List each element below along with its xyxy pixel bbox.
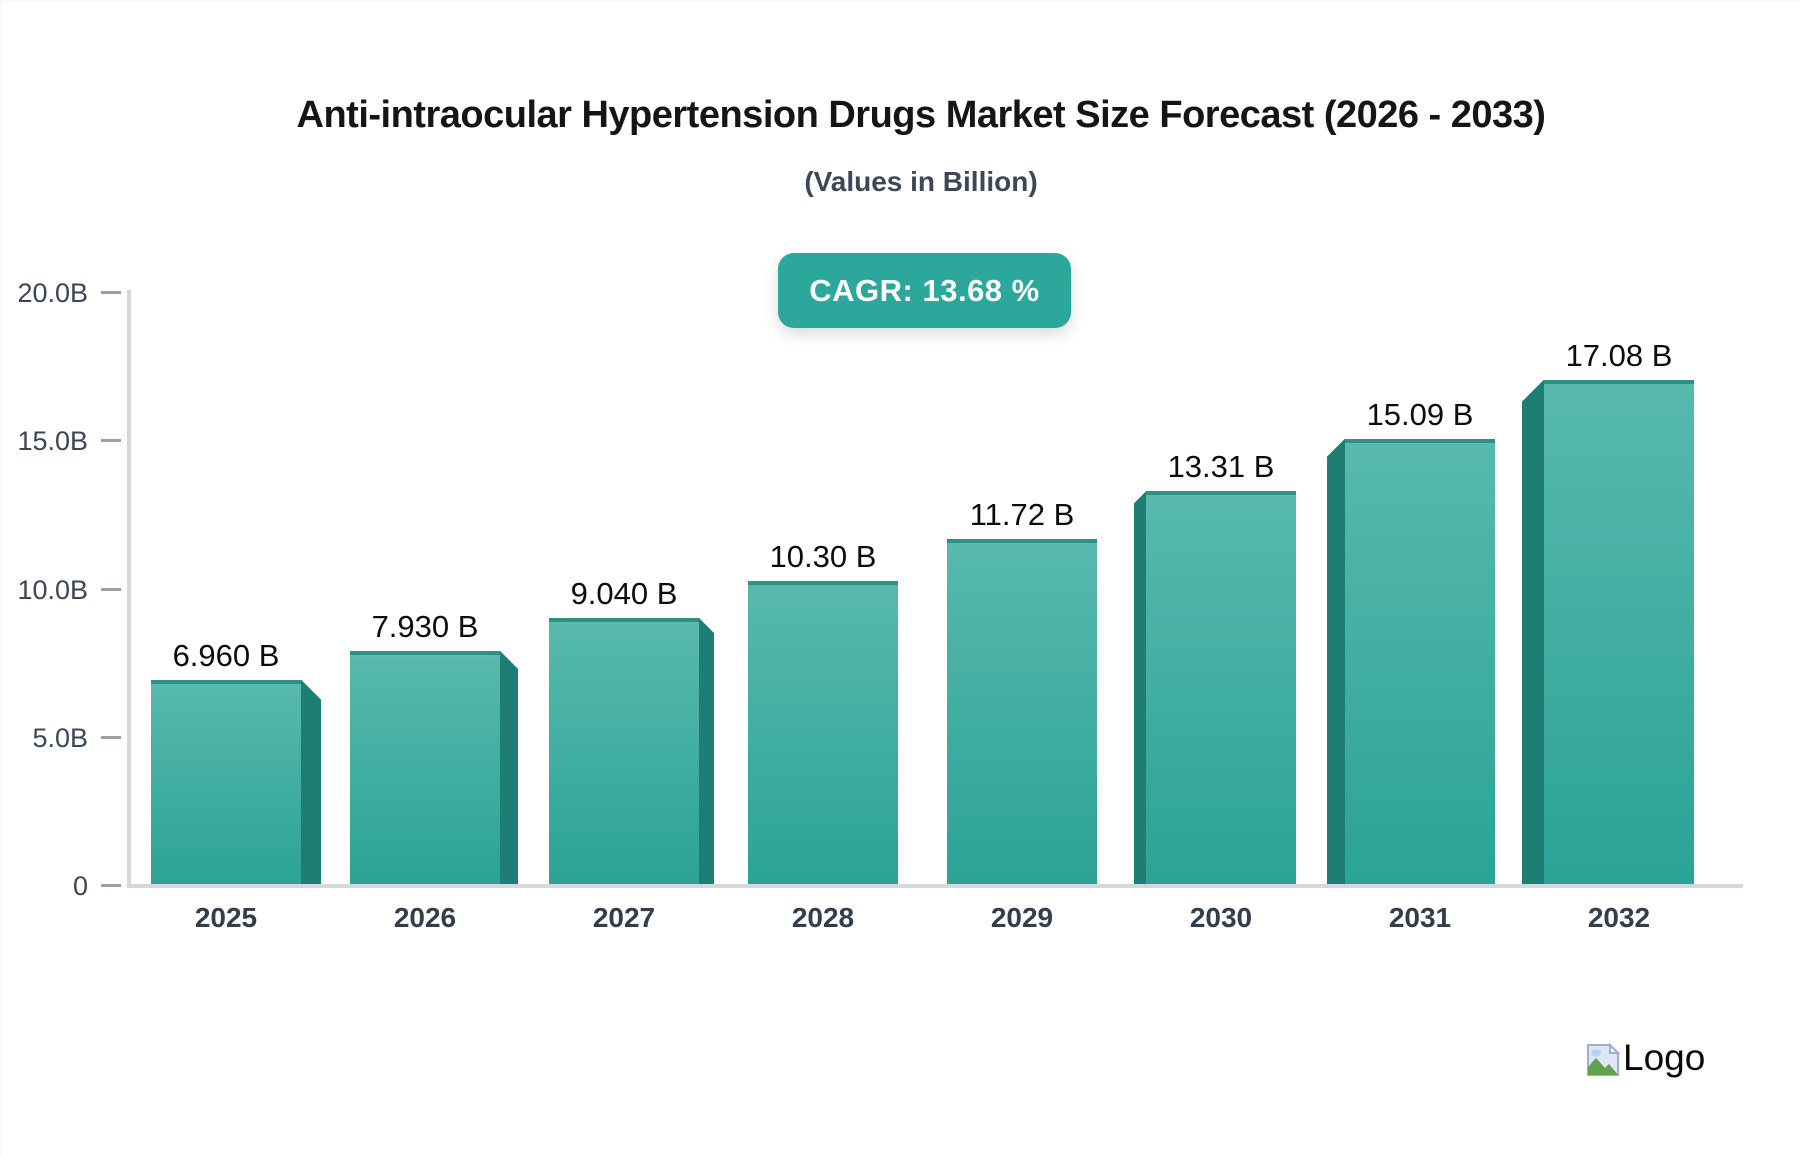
y-tick-mark <box>101 735 121 739</box>
y-axis-line <box>127 290 131 888</box>
y-tick-mark <box>101 291 121 294</box>
chart-title: Anti-intraocular Hypertension Drugs Mark… <box>296 94 1546 136</box>
bar-3d-side-2025 <box>301 679 321 886</box>
x-axis-label-2032: 2032 <box>1587 902 1651 933</box>
bar-value-label-2031: 15.09 B <box>1366 396 1474 432</box>
x-axis-label-2031: 2031 <box>1388 902 1452 933</box>
bar-2026[interactable] <box>350 650 500 886</box>
logo-text: Logo <box>1623 1037 1706 1078</box>
y-tick-label: 10.0B <box>17 574 88 605</box>
y-tick-label: 15.0B <box>17 426 88 457</box>
x-axis-label-2025: 2025 <box>194 902 258 933</box>
bar-value-label-2027: 9.040 B <box>570 575 678 611</box>
cagr-badge-label: CAGR: 13.68 % <box>809 272 1040 308</box>
chart-subtitle: (Values in Billion) <box>804 166 1038 197</box>
y-tick-label: 5.0B <box>32 722 88 753</box>
y-tick-label: 0 <box>72 871 88 901</box>
y-tick-mark <box>101 884 121 887</box>
bar-3d-side-2027 <box>699 617 714 886</box>
y-tick-mark <box>101 439 121 443</box>
x-axis-label-2030: 2030 <box>1189 902 1253 933</box>
bar-value-label-2025: 6.960 B <box>172 637 280 673</box>
bar-3d-side-2031 <box>1327 438 1345 886</box>
y-tick-label: 20.0B <box>17 278 88 308</box>
bar-2027[interactable] <box>549 617 699 886</box>
bar-value-label-2029: 11.72 B <box>969 496 1075 532</box>
bar-3d-side-2026 <box>500 650 518 886</box>
bar-2029[interactable] <box>947 538 1097 886</box>
y-tick-mark <box>101 587 121 591</box>
bar-value-label-2026: 7.930 B <box>371 608 479 644</box>
cagr-badge: CAGR: 13.68 % <box>778 253 1071 328</box>
bar-value-label-2030: 13.31 B <box>1167 449 1275 485</box>
bar-3d-side-2030 <box>1134 491 1146 886</box>
x-axis-label-2026: 2026 <box>393 902 457 933</box>
x-axis-label-2028: 2028 <box>791 902 855 933</box>
bar-value-label-2028: 10.30 B <box>769 538 877 574</box>
x-axis-label-2027: 2027 <box>592 902 656 933</box>
bar-2030[interactable] <box>1146 491 1296 886</box>
x-axis-label-2029: 2029 <box>990 902 1054 933</box>
x-axis-line <box>127 884 1743 888</box>
bar-2028[interactable] <box>748 580 898 886</box>
logo: Logo <box>1585 1038 1705 1078</box>
bar-value-label-2032: 17.08 B <box>1565 337 1673 373</box>
bar-3d-side-2032 <box>1522 379 1544 886</box>
bar-2031[interactable] <box>1345 438 1495 886</box>
bar-2032[interactable] <box>1544 379 1694 886</box>
broken-image-icon <box>1587 1042 1621 1076</box>
bar-2025[interactable] <box>151 679 301 886</box>
